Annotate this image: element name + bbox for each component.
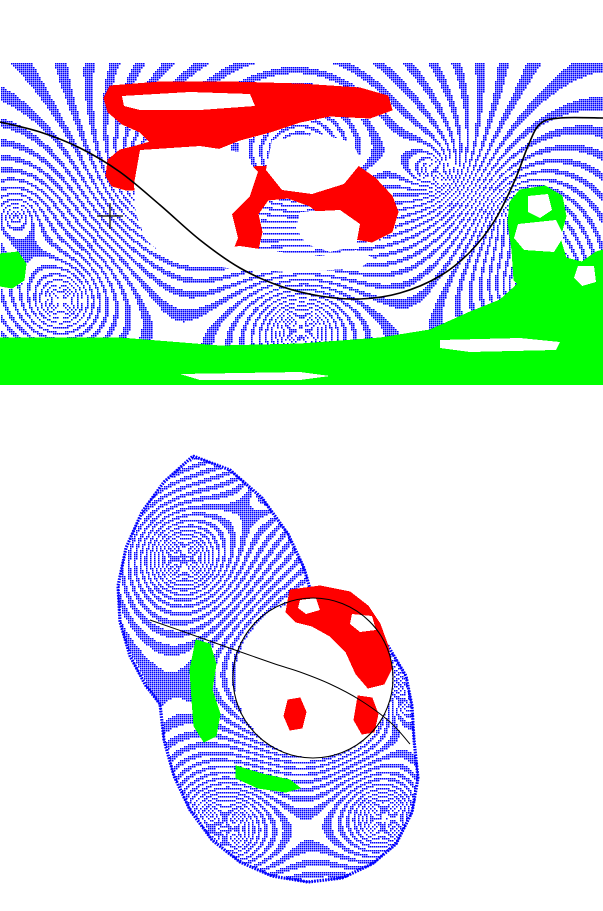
panel-2d-content	[0, 62, 603, 385]
equator-curve	[149, 619, 411, 745]
panel-3d-background	[0, 420, 603, 911]
separatrix-curve-2d	[0, 116, 603, 300]
saturated-regions-3d	[189, 585, 393, 793]
panel-3d-svg	[0, 420, 603, 911]
spherical-projection-panel[interactable]	[0, 420, 603, 911]
rectangular-field-map-panel[interactable]	[0, 0, 603, 420]
panel-2d-svg	[0, 62, 603, 385]
sphere-outline	[232, 597, 394, 759]
panel-3d-content	[0, 420, 603, 911]
saturated-regions-2d	[0, 81, 603, 385]
contour-dot-field-2d	[1, 63, 603, 347]
crosshair-marker[interactable]	[97, 203, 123, 229]
